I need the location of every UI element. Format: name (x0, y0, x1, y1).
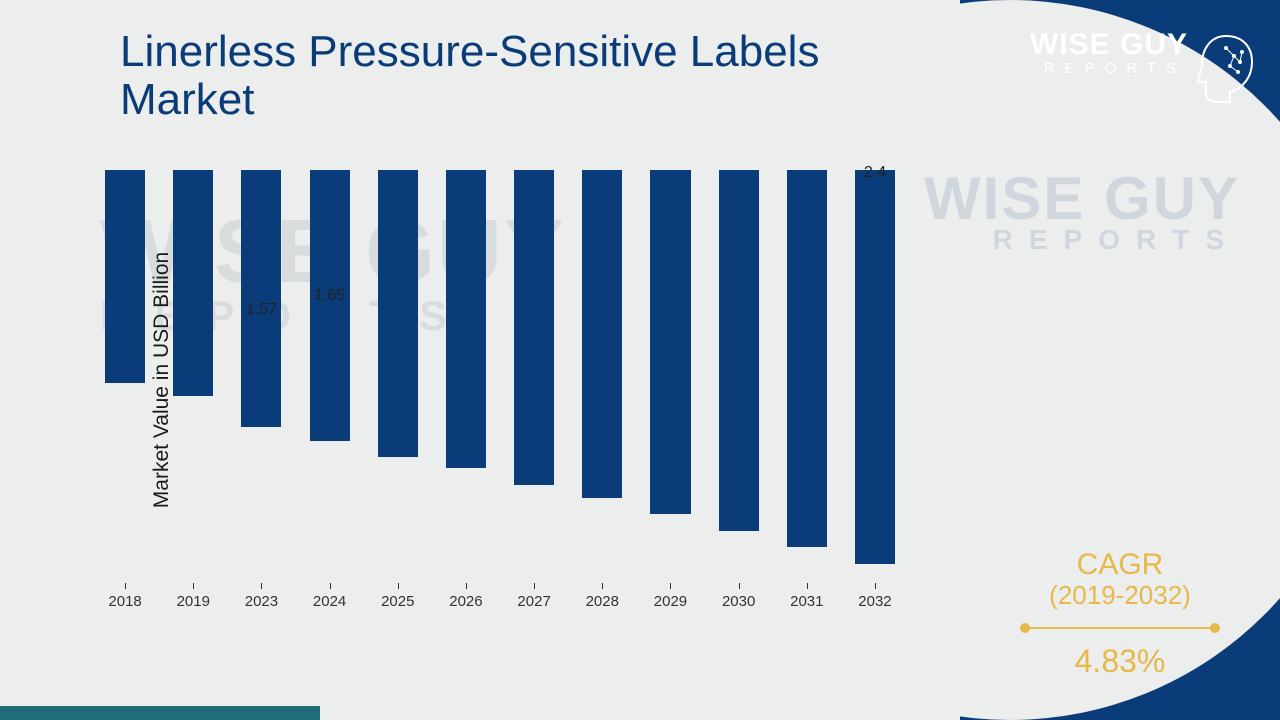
bar-chart: Market Value in USD Billion 1.571.652.4 … (80, 150, 900, 610)
x-tick: 2026 (441, 583, 491, 610)
bar (378, 170, 418, 457)
bar-value-label: 1.57 (236, 301, 286, 323)
bar (105, 170, 145, 383)
bar-column (577, 170, 627, 580)
cagr-divider (1025, 627, 1215, 629)
bar-column (714, 170, 764, 580)
bar-column (645, 170, 695, 580)
bar-column: 2.4 (850, 170, 900, 580)
plot-area: 1.57 1.65 2.4 (100, 170, 900, 580)
brand-logo: WISE GUY REPORTS (1030, 28, 1250, 77)
bar-column: 1.65 (305, 170, 355, 580)
x-tick: 2028 (577, 583, 627, 610)
logo-line2: REPORTS (1030, 60, 1186, 77)
chart-stage: Linerless Pressure-Sensitive Labels Mark… (0, 0, 1280, 720)
bar-column (441, 170, 491, 580)
bar-column: 1.57 (236, 170, 286, 580)
chart-title: Linerless Pressure-Sensitive Labels Mark… (120, 28, 880, 123)
x-tick: 2024 (305, 583, 355, 610)
bar (173, 170, 213, 396)
x-tick: 2023 (236, 583, 286, 610)
bar (787, 170, 827, 547)
x-tick: 2025 (373, 583, 423, 610)
x-tick: 2027 (509, 583, 559, 610)
bar (719, 170, 759, 531)
x-axis: 2018 2019 2023 2024 2025 2026 2027 2028 2029 2030… (100, 583, 900, 610)
cagr-range: (2019-2032) (960, 580, 1280, 611)
bottom-accent-bar (0, 706, 320, 720)
logo-line1: WISE GUY (1030, 28, 1188, 62)
x-tick: 2030 (714, 583, 764, 610)
bar (241, 170, 281, 427)
cagr-block: CAGR (2019-2032) 4.83% (960, 548, 1280, 680)
bar (514, 170, 554, 485)
bar-column (100, 170, 150, 580)
bar (650, 170, 690, 514)
bar-value-label: 1.65 (305, 287, 355, 309)
x-tick: 2018 (100, 583, 150, 610)
bar-column (509, 170, 559, 580)
bar-value-label: 2.4 (850, 164, 900, 186)
x-tick: 2031 (782, 583, 832, 610)
bar (855, 170, 895, 564)
bar-column (168, 170, 218, 580)
bar (582, 170, 622, 498)
x-tick: 2019 (168, 583, 218, 610)
cagr-value: 4.83% (960, 643, 1280, 680)
bar-column (373, 170, 423, 580)
cagr-title: CAGR (960, 548, 1280, 582)
bar (446, 170, 486, 468)
x-tick: 2032 (850, 583, 900, 610)
x-tick: 2029 (645, 583, 695, 610)
bar-column (782, 170, 832, 580)
